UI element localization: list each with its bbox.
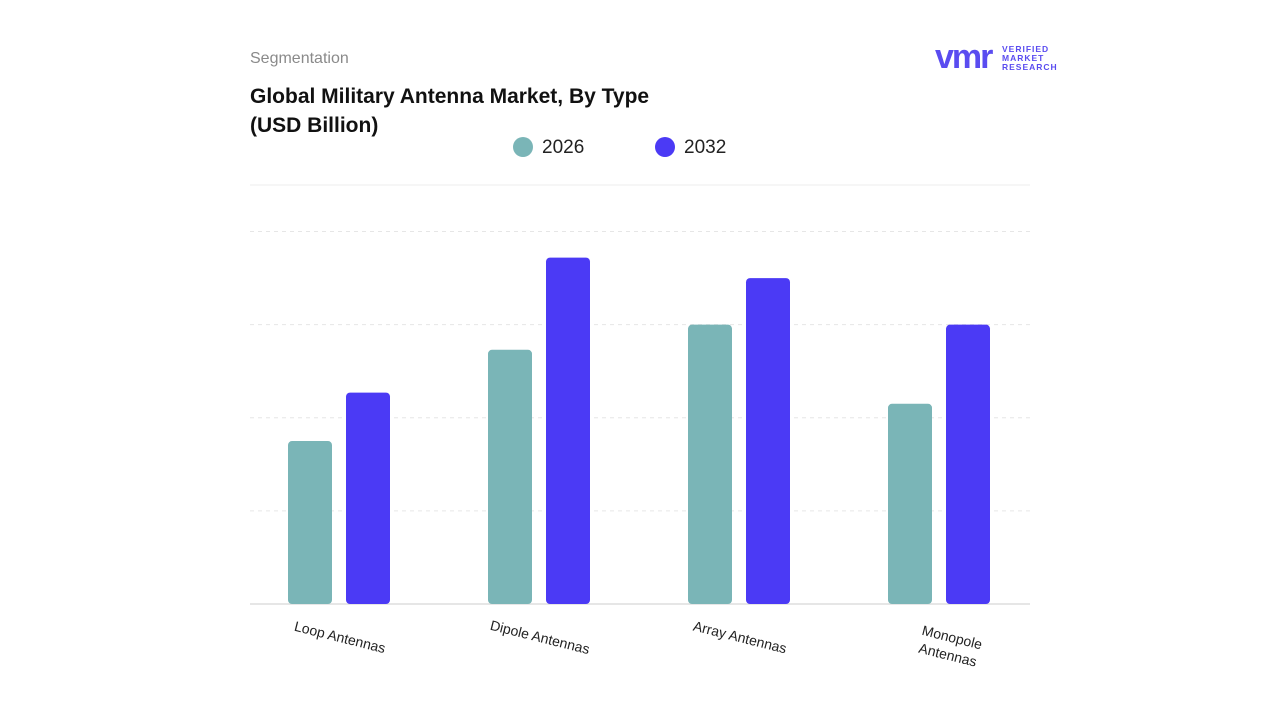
bar <box>346 392 390 604</box>
subtitle: Segmentation <box>250 50 349 67</box>
legend-label: 2032 <box>684 137 726 158</box>
brand-mark: vmr <box>935 38 993 76</box>
brand-line: RESEARCH <box>1002 62 1058 72</box>
bar <box>688 324 732 604</box>
brand-line: MARKET <box>1002 53 1045 63</box>
bar <box>288 441 332 604</box>
bar <box>546 257 590 604</box>
chart-title: Global Military Antenna Market, By Type … <box>250 85 650 137</box>
legend-swatch <box>655 137 675 157</box>
legend-label: 2026 <box>542 137 584 158</box>
brand-line: VERIFIED <box>1002 44 1050 54</box>
bar <box>888 403 932 604</box>
brand-text: VERIFIED MARKET RESEARCH <box>1002 45 1058 72</box>
bar <box>946 324 990 604</box>
bar <box>488 349 532 604</box>
bar <box>746 278 790 604</box>
legend-swatch <box>513 137 533 157</box>
